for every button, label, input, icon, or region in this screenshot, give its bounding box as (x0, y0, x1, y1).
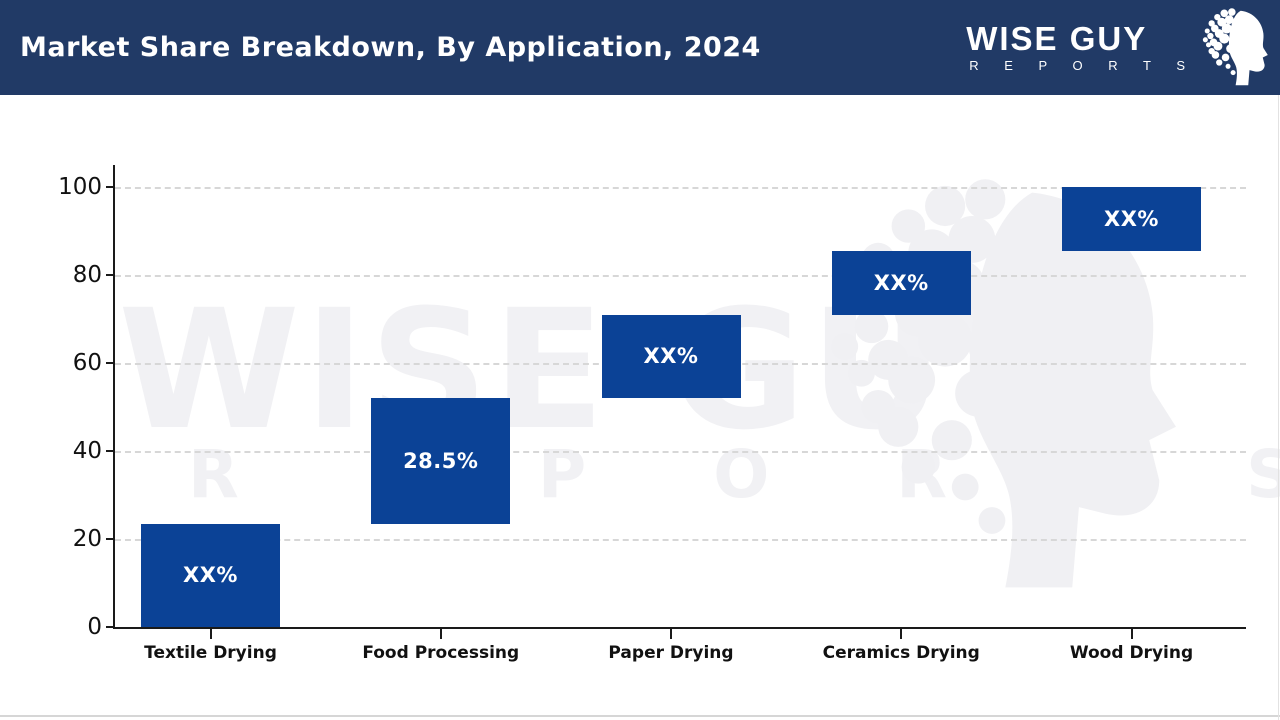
x-tick-label-food-processing: Food Processing (362, 643, 520, 663)
bar-wood-drying: XX% (1062, 187, 1201, 251)
bar-value-label-wood-drying: XX% (1104, 206, 1159, 231)
bar-value-label-food-processing: 28.5% (403, 448, 479, 473)
y-tick-label-0: 0 (87, 614, 102, 640)
y-tick-mark-20 (106, 538, 115, 540)
x-tick-label-ceramics-drying: Ceramics Drying (822, 643, 980, 663)
x-tick-mark-paper-drying (670, 629, 672, 639)
y-tick-mark-0 (106, 626, 115, 628)
page-title: Market Share Breakdown, By Application, … (20, 32, 761, 63)
wiseguy-head-icon (1202, 8, 1268, 86)
gridline-40 (115, 451, 1246, 453)
x-tick-label-textile-drying: Textile Drying (144, 643, 277, 663)
brand-logo: WISE GUY R E P O R T S (966, 4, 1270, 92)
logo-wordmark: WISE GUY (966, 20, 1148, 57)
y-tick-label-80: 80 (72, 262, 102, 288)
x-tick-mark-ceramics-drying (900, 629, 903, 639)
bar-value-label-paper-drying: XX% (643, 344, 699, 369)
x-axis-line (113, 627, 1246, 629)
y-tick-mark-60 (106, 362, 115, 364)
waterfall-chart: 0 20 40 60 80 100 XX% Textile Drying 28.5% Food P… (0, 95, 1280, 715)
y-tick-label-20: 20 (72, 526, 102, 552)
header-bar: Market Share Breakdown, By Application, … (0, 0, 1280, 95)
x-tick-label-paper-drying: Paper Drying (608, 643, 734, 663)
logo-subtitle: R E P O R T S (969, 58, 1196, 73)
y-tick-label-60: 60 (72, 350, 102, 376)
bar-ceramics-drying: XX% (831, 250, 971, 315)
brand-logo-text: WISE GUY R E P O R T S (966, 22, 1196, 74)
y-tick-mark-40 (106, 450, 115, 452)
x-tick-label-wood-drying: Wood Drying (1069, 643, 1194, 663)
y-tick-label-100: 100 (58, 174, 102, 200)
gridline-100 (115, 187, 1246, 189)
y-tick-mark-80 (106, 274, 115, 276)
bar-value-label-textile-drying: XX% (183, 563, 238, 588)
gridline-80 (115, 275, 1246, 277)
bar-textile-drying: XX% (141, 523, 280, 627)
y-axis-line (113, 165, 115, 629)
x-tick-mark-food-processing (439, 629, 442, 639)
gridline-20 (115, 539, 1246, 541)
right-border (1278, 95, 1279, 720)
bar-paper-drying: XX% (601, 314, 741, 399)
y-tick-label-40: 40 (72, 438, 102, 464)
bar-value-label-ceramics-drying: XX% (873, 270, 929, 295)
footer-divider (0, 715, 1280, 717)
y-tick-mark-100 (106, 186, 115, 188)
x-tick-mark-textile-drying (209, 629, 212, 639)
x-tick-mark-wood-drying (1130, 629, 1133, 639)
bar-food-processing: 28.5% (371, 398, 511, 524)
